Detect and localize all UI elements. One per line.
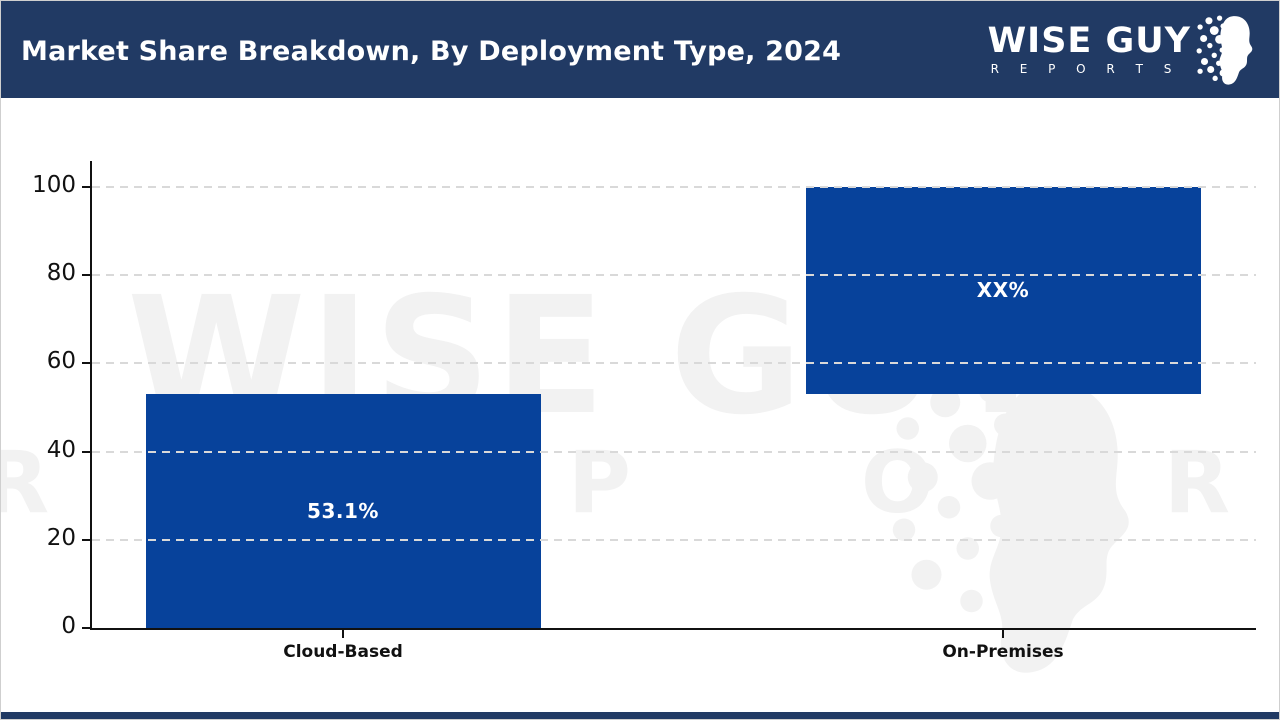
logo-wordmark-line1: WISE GUY <box>987 21 1191 61</box>
y-tick-label-20: 20 <box>46 524 76 551</box>
x-tick-mark-1 <box>1002 630 1004 638</box>
x-tick-label-1: On-Premises <box>942 642 1064 662</box>
y-tick-label-60: 60 <box>46 348 76 375</box>
head-profile-dots-icon <box>1196 14 1253 85</box>
y-tick-mark-80 <box>82 274 91 277</box>
footer-bar <box>1 712 1279 719</box>
y-tick-label-0: 0 <box>61 613 76 639</box>
bar-1: XX% <box>805 187 1201 394</box>
gridline-40 <box>92 450 1256 453</box>
x-tick-label-0: Cloud-Based <box>283 642 403 662</box>
y-tick-mark-60 <box>82 362 91 365</box>
y-tick-mark-0 <box>82 627 91 629</box>
plot: 0 20 40 60 80 100 53.1% Cloud-Based XX% On-Premis… <box>32 161 1256 662</box>
bar-value-label-1: XX% <box>976 278 1030 303</box>
header: Market Share Breakdown, By Deployment Ty… <box>1 1 1279 98</box>
brand-logo: WISE GUY R E P O R T S <box>988 10 1255 90</box>
logo-wordmark: WISE GUY R E P O R T S <box>987 21 1191 76</box>
bar-value-label-0: 53.1% <box>307 498 379 523</box>
y-tick-mark-40 <box>82 450 91 453</box>
y-tick-label-40: 40 <box>46 436 76 463</box>
x-tick-mark-0 <box>342 630 344 638</box>
page-title: Market Share Breakdown, By Deployment Ty… <box>21 36 842 67</box>
y-tick-mark-20 <box>82 538 91 541</box>
bar-0: 53.1% <box>145 393 541 628</box>
gridline-20 <box>92 538 1256 541</box>
gridline-100 <box>92 186 1256 188</box>
gridline-60 <box>92 362 1256 365</box>
y-tick-mark-100 <box>82 186 91 188</box>
y-tick-label-80: 80 <box>46 260 76 287</box>
logo-wordmark-line2: R E P O R T S <box>990 62 1180 76</box>
chart-area: WISE GUY R E P O R T S 02040608010053.1%… <box>1 98 1279 712</box>
y-tick-label-100: 100 <box>32 172 76 198</box>
gridline-80 <box>92 274 1256 277</box>
